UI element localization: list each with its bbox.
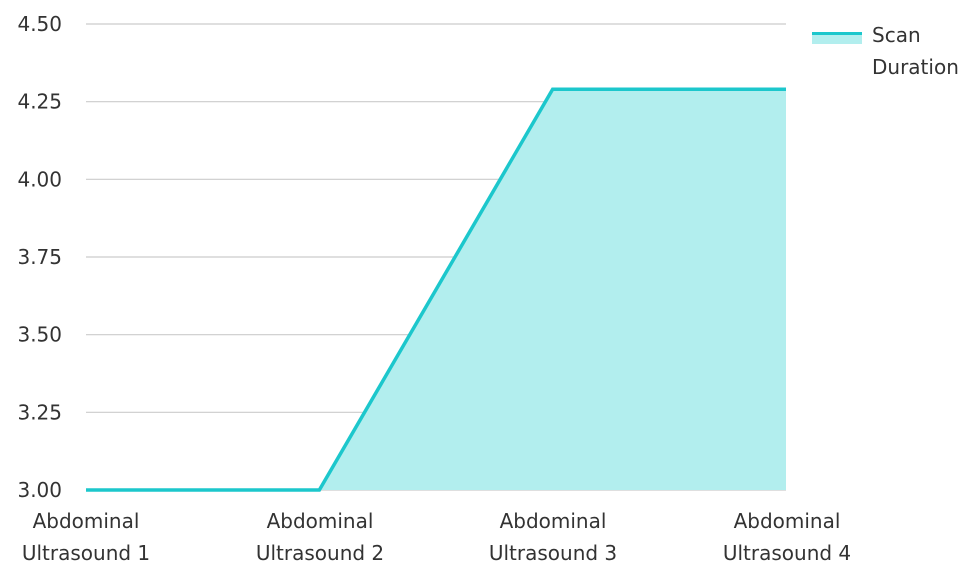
legend-label-line-2: Duration [872,55,959,79]
y-tick-label: 4.00 [17,167,62,191]
x-category-label-line: Abdominal [33,509,140,533]
x-category-label-line: Ultrasound 3 [489,541,617,562]
y-tick-label: 4.25 [17,90,62,114]
x-category-label-line: Abdominal [734,509,841,533]
y-tick-label: 3.50 [17,323,62,347]
x-category-label-line: Abdominal [500,509,607,533]
x-category-label: Abdominal Ultrasound 4 [723,509,851,562]
y-tick-label: 3.75 [17,245,62,269]
x-category-label-line: Ultrasound 2 [256,541,384,562]
x-category-label: Abdominal Ultrasound 3 [489,509,617,562]
x-category-label-line: Abdominal [267,509,374,533]
x-category-label-line: Ultrasound 1 [22,541,150,562]
legend-label-line-1: Scan [872,23,921,47]
x-category-label: Abdominal Ultrasound 1 [22,509,150,562]
y-tick-label: 3.25 [17,400,62,424]
y-axis: 3.00 3.25 3.50 3.75 4.00 4.25 4.50 [17,12,62,502]
area-layer [86,89,786,490]
x-category-label: Abdominal Ultrasound 2 [256,509,384,562]
x-axis: Abdominal Ultrasound 1 Abdominal Ultrasound… [22,509,851,562]
legend: Scan Duration [812,23,959,79]
x-category-label-line: Ultrasound 4 [723,541,851,562]
y-tick-label: 4.50 [17,12,62,36]
y-tick-label: 3.00 [17,478,62,502]
